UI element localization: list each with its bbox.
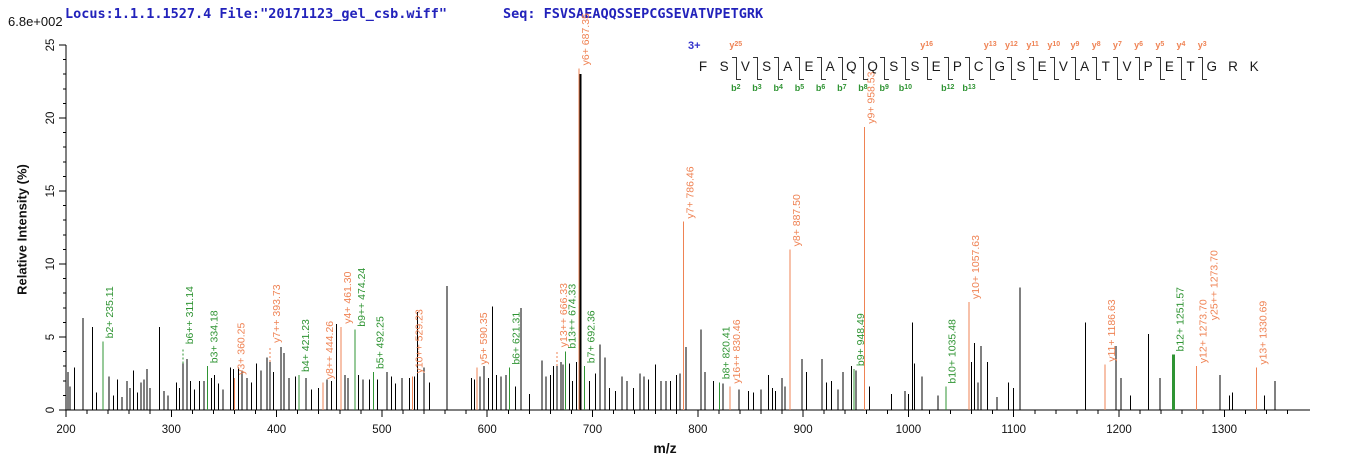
x-tick-label: 1000 [896,424,922,436]
peak-label: b9++ 474.24 [356,268,368,327]
peak-label: y5+ 590.35 [478,312,490,364]
y-tick-label: 25 [45,39,57,52]
y-tick-label: 15 [45,185,57,198]
peak-label: y13+ 1330.69 [1258,301,1270,365]
peak-label: b5+ 492.25 [375,316,387,369]
peak-label: b8+ 820.41 [720,326,732,379]
peak-label: b6+ 621.31 [511,312,523,365]
peak-label: b6++ 311.14 [184,286,196,344]
y-tick-label: 20 [45,112,57,125]
fragment-ion-peaks [102,68,1258,410]
sequence-header: Seq: FSVSAEAQQSSEPCGSEVATVPETGRK [503,6,764,22]
x-tick-label: 1300 [1212,424,1238,436]
x-tick-label: 600 [478,424,497,436]
background-peaks [67,74,1276,410]
peak-label: b4+ 421.23 [300,319,312,372]
peak-label: y9+ 958.53 [866,71,878,123]
peak-label: y3+ 360.25 [236,322,248,374]
x-tick-label: 500 [372,424,391,436]
peak-label: y10+ 1057.63 [970,235,982,299]
x-tick-label: 800 [688,424,707,436]
x-tick-label: 900 [794,424,813,436]
peak-label: y7++ 393.73 [271,284,283,343]
peak-label: y11+ 1186.63 [1106,299,1118,362]
peak-label: b12+ 1251.57 [1174,287,1186,352]
x-tick-label: 1100 [1001,424,1026,436]
peak-label: y8++ 444.26 [324,321,336,380]
intensity-scale-label: 6.8e+002 [8,14,63,29]
x-axis-title: m/z [653,440,677,456]
peak-label: b7+ 692.36 [585,310,597,363]
peak-label: y13++ 666.33 [558,283,570,347]
peak-label: b9+ 948.49 [855,313,867,366]
x-tick-label: 200 [56,424,75,436]
y-tick-label: 0 [45,407,57,413]
peak-label: b13++ 674.33 [566,284,578,349]
peak-label: y6+ 687.35 [580,13,592,65]
peak-label: y7+ 786.46 [685,166,697,218]
peak-label: y12+ 1273.70 [1198,299,1210,363]
x-tick-label: 400 [267,424,286,436]
peak-label: b3+ 334.18 [208,310,220,363]
x-tick-label: 1200 [1106,424,1132,436]
peak-label: y10++ 529.23 [414,309,426,373]
peak-label: y25++ 1273.70 [1209,250,1221,320]
peak-label: y4+ 461.30 [342,271,354,323]
x-tick-label: 300 [162,424,181,436]
peak-label: y16++ 830.46 [731,319,743,383]
locus-file-header: Locus:1.1.1.1527.4 File:"20171123_gel_cs… [65,6,448,22]
y-tick-label: 5 [45,334,57,340]
peak-labels: b2+ 235.11 b6++ 311.14 b3+ 334.18 y3+ 360.2… [104,13,1270,384]
peak-label: b2+ 235.11 [104,286,116,338]
y-tick-label: 10 [45,258,57,271]
peak-label: y8+ 887.50 [791,194,803,246]
peak-label: b10+ 1035.48 [947,319,959,384]
x-tick-label: 700 [583,424,602,436]
